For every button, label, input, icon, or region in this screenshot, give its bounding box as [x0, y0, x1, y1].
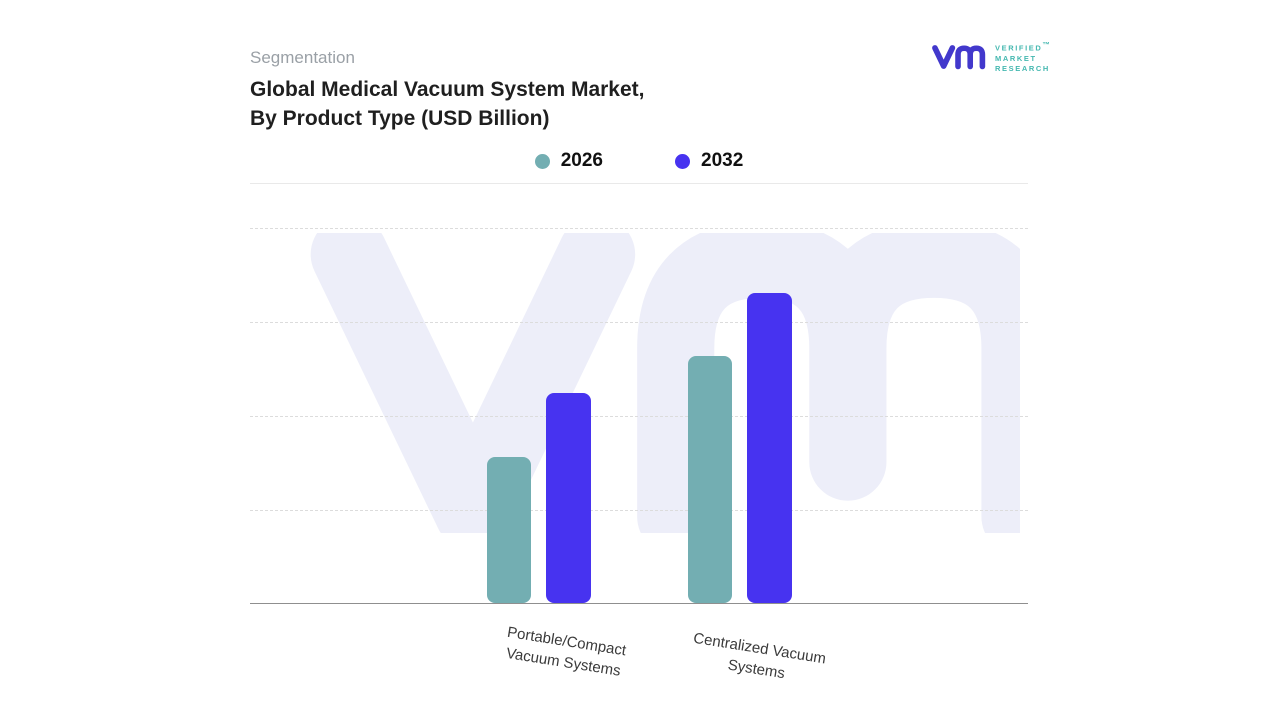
- legend-label-2032: 2032: [701, 150, 744, 171]
- bar-2026-centralized[interactable]: [688, 356, 732, 603]
- bar-2032-centralized[interactable]: [747, 292, 792, 603]
- chart-plot-area: [250, 228, 1028, 604]
- vm-logo-icon: [932, 44, 986, 70]
- header-divider: [250, 183, 1028, 184]
- gridline: [250, 228, 1028, 229]
- trademark-mark: ™: [1042, 40, 1052, 49]
- brand-text: VERIFIED™ MARKET RESEARCH: [995, 40, 1052, 74]
- gridline: [250, 510, 1028, 511]
- segment-eyebrow: Segmentation: [250, 48, 355, 67]
- chart-title-line1: Global Medical Vacuum System Market,: [250, 78, 645, 101]
- brand-logo: VERIFIED™ MARKET RESEARCH: [930, 40, 1052, 74]
- legend-dot-2032: [675, 153, 690, 169]
- gridline: [250, 322, 1028, 323]
- legend-item-2032[interactable]: 2032: [675, 150, 743, 172]
- brand-line-market: MARKET: [995, 53, 1037, 63]
- gridline: [250, 416, 1028, 417]
- x-axis-label-centralized: Centralized Vacuum Systems: [692, 629, 828, 683]
- x-axis-label-portable-compact: Portable/Compact Vacuum Systems: [504, 623, 628, 680]
- x-axis-line: [250, 603, 1028, 604]
- legend: 2026 2032: [250, 150, 1028, 172]
- bar-2032-portable-compact[interactable]: [546, 393, 591, 603]
- chart-title-line2: By Product Type (USD Billion): [250, 107, 550, 130]
- vm-watermark-icon: [310, 233, 1020, 533]
- legend-dot-2026: [534, 153, 550, 169]
- legend-item-2026[interactable]: 2026: [534, 150, 603, 172]
- legend-label-2026: 2026: [560, 150, 603, 171]
- brand-line-research: RESEARCH: [995, 63, 1050, 73]
- brand-line-verified: VERIFIED™: [995, 40, 1052, 53]
- chart-title: Global Medical Vacuum System Market, By …: [250, 75, 644, 133]
- bar-2026-portable-compact[interactable]: [487, 456, 531, 603]
